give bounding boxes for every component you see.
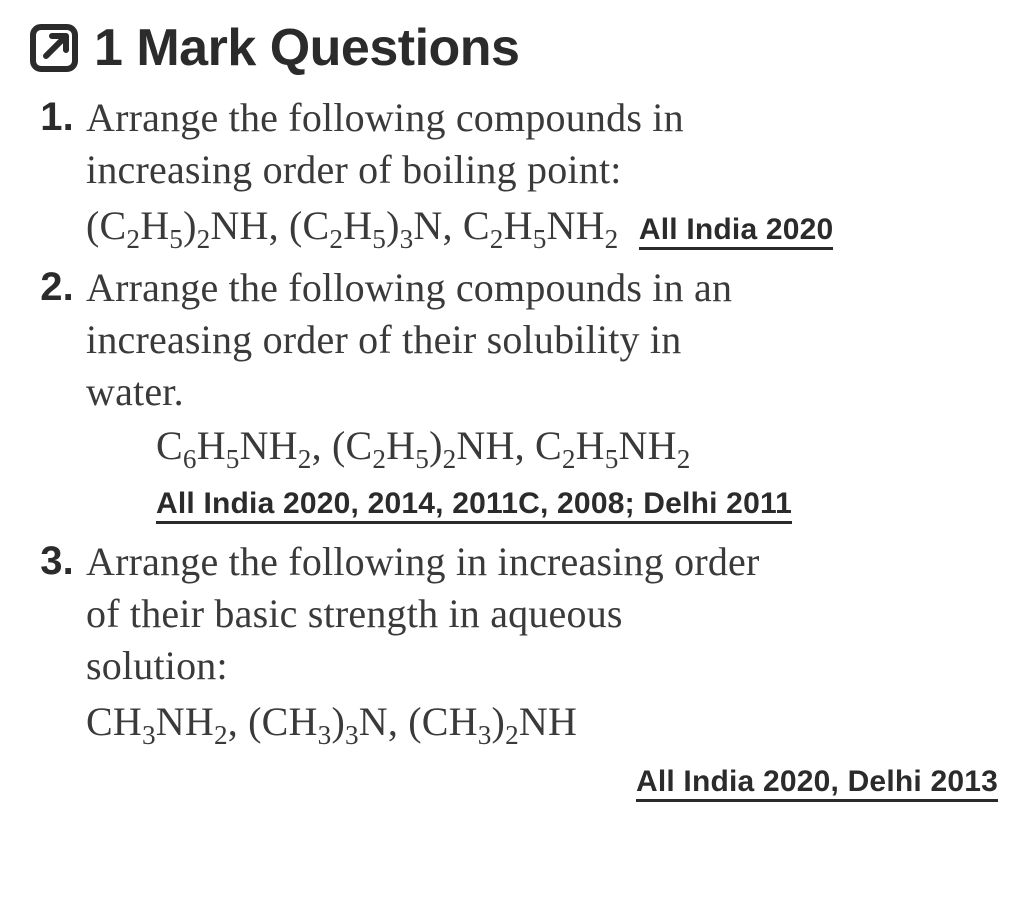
exam-tag-row: All India 2020, Delhi 2013 — [86, 752, 1004, 804]
question-number: 2. — [28, 262, 86, 312]
question-line: increasing order of boiling point: — [86, 147, 622, 192]
question-2: 2. Arrange the following compounds in an… — [28, 262, 1004, 526]
heading-text: 1 Mark Questions — [94, 18, 519, 78]
exam-tag: All India 2020, Delhi 2013 — [636, 766, 998, 802]
question-3: 3. Arrange the following in increasing o… — [28, 536, 1004, 804]
exam-tag: All India 2020 — [639, 214, 834, 250]
question-line: of their basic strength in aqueous — [86, 591, 623, 636]
chem-formula: C6H5NH2, (C2H5)2NH, C2H5NH2 — [156, 423, 691, 468]
question-body: Arrange the following in increasing orde… — [86, 536, 1004, 804]
formula-line: C6H5NH2, (C2H5)2NH, C2H5NH2 — [86, 420, 1004, 472]
question-body: Arrange the following compounds in incre… — [86, 92, 1004, 252]
question-1: 1. Arrange the following compounds in in… — [28, 92, 1004, 252]
question-line: Arrange the following compounds in — [86, 95, 684, 140]
question-line: water. — [86, 369, 184, 414]
question-line: solution: — [86, 643, 228, 688]
question-number: 3. — [28, 536, 86, 586]
exam-tag-row: All India 2020, 2014, 2011C, 2008; Delhi… — [86, 474, 1004, 526]
formula-line: (C2H5)2NH, (C2H5)3N, C2H5NH2 All India 2… — [86, 200, 1004, 252]
question-number: 1. — [28, 92, 86, 142]
chem-formula: (C2H5)2NH, (C2H5)3N, C2H5NH2 — [86, 203, 618, 248]
question-line: increasing order of their solubility in — [86, 317, 681, 362]
exam-tag: All India 2020, 2014, 2011C, 2008; Delhi… — [156, 488, 792, 524]
external-link-box-icon — [28, 22, 80, 74]
chem-formula: CH3NH2, (CH3)3N, (CH3)2NH — [86, 699, 577, 744]
question-line: Arrange the following in increasing orde… — [86, 539, 760, 584]
section-heading: 1 Mark Questions — [28, 18, 1004, 78]
question-body: Arrange the following compounds in an in… — [86, 262, 1004, 526]
formula-line: CH3NH2, (CH3)3N, (CH3)2NH — [86, 696, 1004, 748]
question-line: Arrange the following compounds in an — [86, 265, 732, 310]
